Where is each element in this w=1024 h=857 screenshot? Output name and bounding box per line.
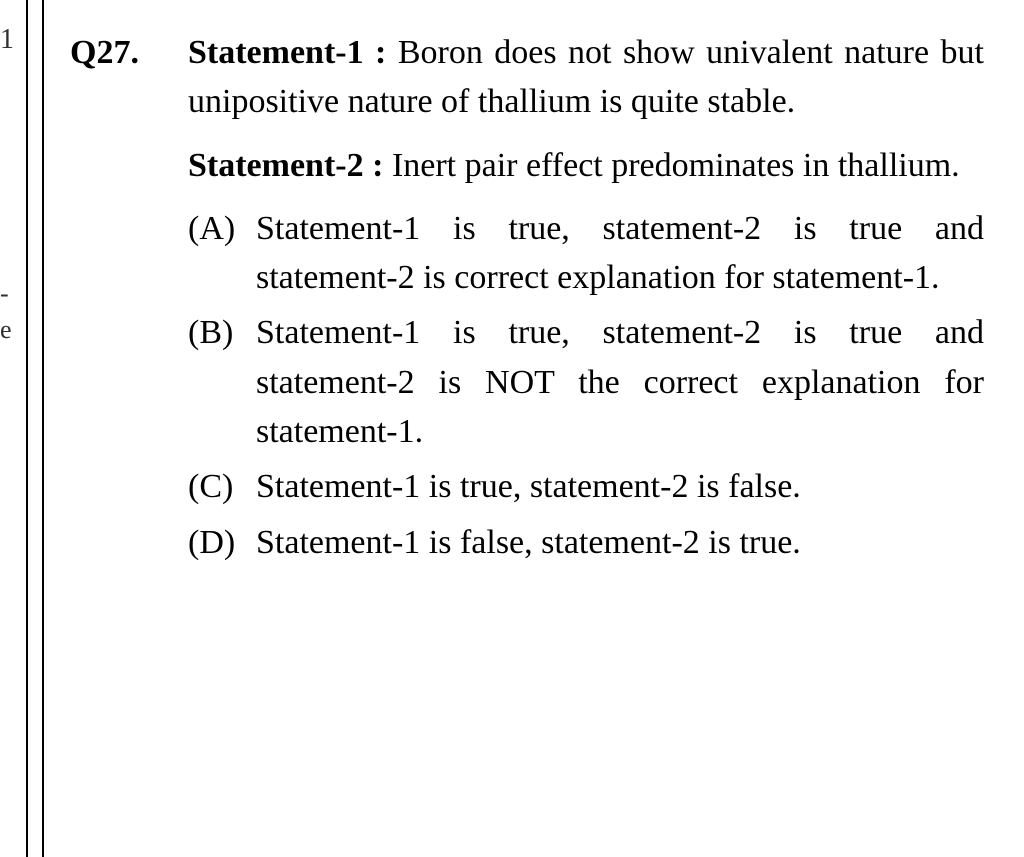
left-rule-inner: [42, 0, 44, 857]
question-body: Statement-1 : Boron does not show unival…: [188, 28, 984, 573]
question-row: Q27. Statement-1 : Boron does not show u…: [70, 28, 984, 573]
option-a: (A) Statement-1 is true, statement-2 is …: [188, 204, 984, 303]
statement-1-block: Statement-1 : Boron does not show unival…: [188, 28, 984, 127]
statement-1-label: Statement-1 :: [188, 34, 386, 71]
option-d: (D) Statement-1 is false, statement-2 is…: [188, 518, 984, 567]
option-b-text: Statement-1 is true, statement-2 is true…: [256, 308, 984, 456]
statement-2-block: Statement-2 : Inert pair effect predomin…: [188, 141, 984, 190]
stray-mark-side-line2: e: [0, 312, 12, 348]
question-number: Q27.: [70, 28, 188, 77]
stray-mark-side-line1: -: [0, 276, 12, 312]
page-root: 1 - e Q27. Statement-1 : Boron does not …: [0, 0, 1024, 857]
option-a-text: Statement-1 is true, statement-2 is true…: [256, 204, 984, 303]
option-b-label: (B): [188, 308, 256, 357]
statement-2-label: Statement-2 :: [188, 147, 383, 184]
option-b: (B) Statement-1 is true, statement-2 is …: [188, 308, 984, 456]
option-c: (C) Statement-1 is true, statement-2 is …: [188, 462, 984, 511]
left-rule-outer: [26, 0, 28, 857]
option-c-label: (C): [188, 462, 256, 511]
option-d-label: (D): [188, 518, 256, 567]
option-d-text: Statement-1 is false, statement-2 is tru…: [256, 518, 984, 567]
stray-mark-side: - e: [0, 276, 12, 349]
option-c-text: Statement-1 is true, statement-2 is fals…: [256, 462, 984, 511]
option-a-label: (A): [188, 204, 256, 253]
question-content: Q27. Statement-1 : Boron does not show u…: [70, 20, 984, 573]
stray-mark-top: 1: [0, 24, 14, 56]
statement-2-text: Inert pair effect predominates in thalli…: [383, 147, 959, 184]
options-list: (A) Statement-1 is true, statement-2 is …: [188, 204, 984, 567]
